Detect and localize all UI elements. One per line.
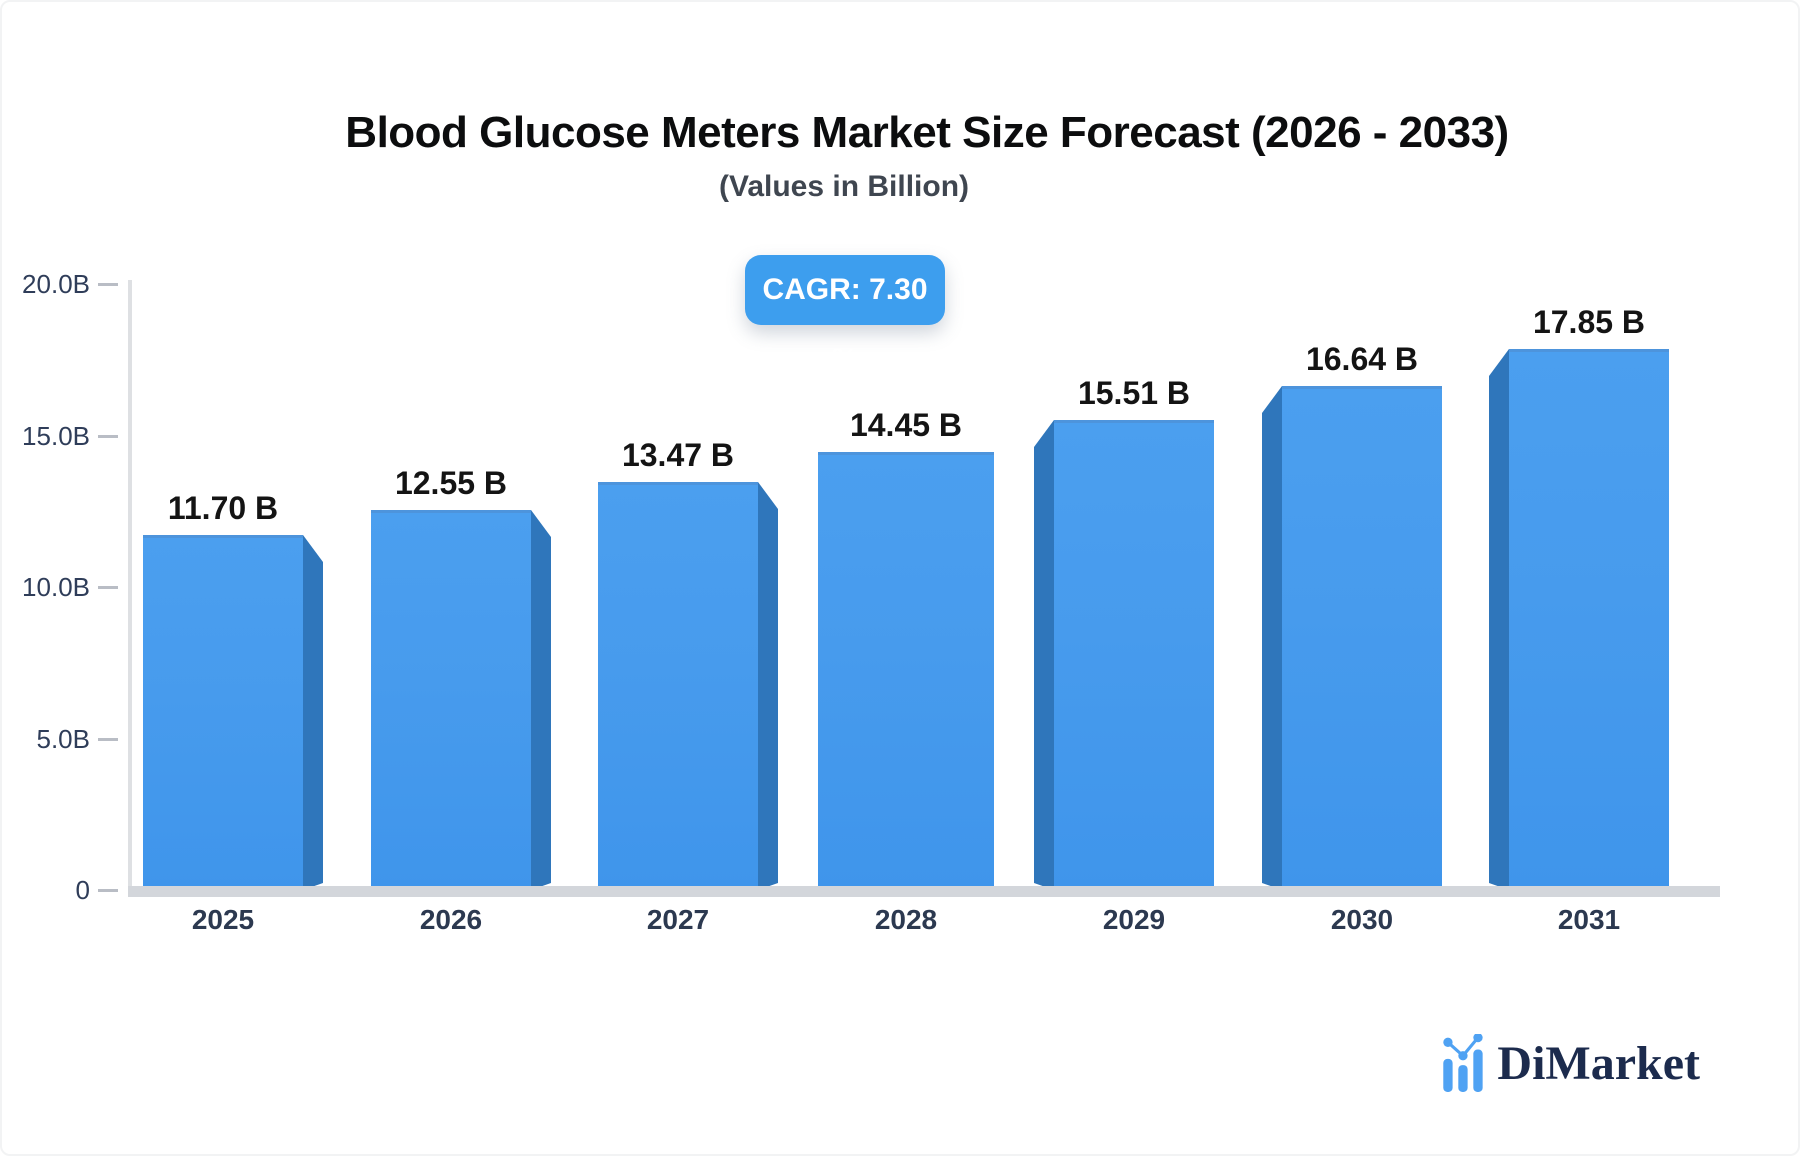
x-axis-year-label: 2025 [191,904,255,935]
bar-side-shade [1034,420,1054,890]
bar-value-label: 11.70 B [167,490,279,526]
y-axis-line [128,280,132,890]
y-tick-mark [98,283,118,286]
x-axis-year-label: 2027 [646,904,710,935]
bar-side-shade [531,510,551,890]
brand-logo-text: DiMarket [1497,1037,1700,1090]
chart-title: Blood Glucose Meters Market Size Forecas… [345,108,1509,157]
bar-chart-trend-icon [1443,1034,1484,1092]
bar-value-label: 12.55 B [394,465,508,501]
x-axis-year-label: 2028 [874,904,938,935]
x-axis-year-label: 2029 [1102,904,1166,935]
chart-subtitle: (Values in Billion) [718,170,970,203]
bar-face [1282,386,1442,890]
bar-value-label: 16.64 B [1305,341,1419,377]
bar-face [1054,420,1214,890]
y-tick-label: 0 [75,875,90,905]
y-tick-label: 5.0B [36,724,91,754]
bar-value-label: 17.85 B [1532,304,1646,340]
y-tick-mark [98,738,118,741]
bar-face [818,452,994,890]
bar-3d [1262,386,1442,890]
bar-3d [1489,349,1669,890]
y-tick-label: 10.0B [22,572,90,602]
y-tick-mark [98,435,118,438]
bar-3d [818,452,994,890]
y-tick-label: 20.0B [22,269,90,299]
brand-logo: DiMarket [1443,1034,1700,1092]
bar-3d [371,510,551,890]
bar-3d [598,482,778,890]
bar-3d [143,535,323,890]
x-axis-baseline [128,886,1720,897]
bar-value-label: 13.47 B [621,437,735,473]
y-tick-mark [98,586,118,589]
bar-3d [1034,420,1214,890]
bar-value-label: 15.51 B [1077,375,1191,411]
bar-face [371,510,531,890]
x-axis-year-label: 2030 [1330,904,1394,935]
bar-face [598,482,758,890]
y-tick-label: 15.0B [22,421,90,451]
bar-face [143,535,303,890]
bar-value-label: 14.45 B [849,407,963,443]
bar-side-shade [1489,349,1509,890]
cagr-badge: CAGR: 7.30 % [745,255,945,376]
bar-side-shade [1262,386,1282,890]
bar-face [1509,349,1669,890]
x-axis-year-label: 2031 [1557,904,1621,935]
y-tick-mark [98,889,118,892]
bar-side-shade [758,482,778,890]
x-axis-year-label: 2026 [419,904,483,935]
bar-side-shade [303,535,323,890]
